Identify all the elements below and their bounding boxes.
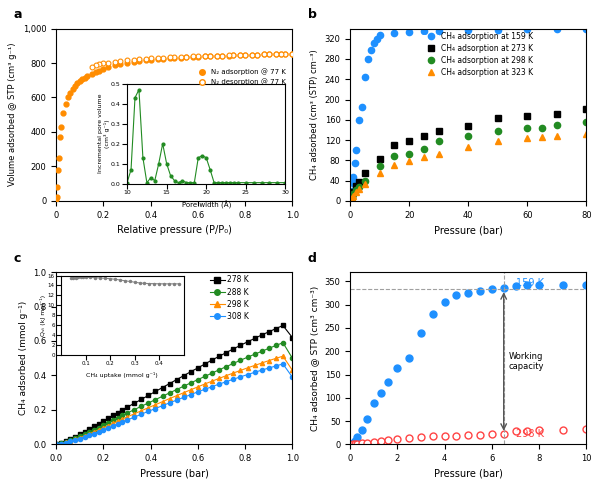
X-axis label: Pressure (bar): Pressure (bar) — [140, 468, 209, 479]
Text: Working
capacity: Working capacity — [508, 352, 544, 371]
Text: 159 K: 159 K — [515, 278, 544, 287]
Text: d: d — [308, 252, 317, 265]
Text: c: c — [14, 252, 21, 265]
Legend: N₂ adsorption @ 77 K, N₂ desorption @ 77 K: N₂ adsorption @ 77 K, N₂ desorption @ 77… — [193, 66, 289, 88]
Y-axis label: CH₄ adsorbed (cm³ (STP) cm⁻³): CH₄ adsorbed (cm³ (STP) cm⁻³) — [310, 49, 319, 180]
Legend: 278 K, 288 K, 298 K, 308 K: 278 K, 288 K, 298 K, 308 K — [206, 272, 252, 324]
Text: 298 K: 298 K — [515, 430, 544, 439]
Y-axis label: CH₄ adsorbed @ STP (cm³ cm⁻³): CH₄ adsorbed @ STP (cm³ cm⁻³) — [310, 285, 319, 431]
Text: b: b — [308, 8, 317, 21]
Legend: CH₄ adsorption at 159 K, CH₄ adsorption at 273 K, CH₄ adsorption at 298 K, CH₄ a: CH₄ adsorption at 159 K, CH₄ adsorption … — [420, 29, 536, 80]
X-axis label: Relative pressure (P/P₀): Relative pressure (P/P₀) — [117, 225, 232, 235]
X-axis label: Pressure (bar): Pressure (bar) — [434, 225, 503, 235]
X-axis label: Pressure (bar): Pressure (bar) — [434, 468, 503, 479]
Y-axis label: CH₄ adsorbed (mmol g⁻¹): CH₄ adsorbed (mmol g⁻¹) — [19, 301, 28, 415]
Y-axis label: Volume adsorbed @ STP (cm³ g⁻¹): Volume adsorbed @ STP (cm³ g⁻¹) — [8, 43, 17, 187]
Text: a: a — [14, 8, 22, 21]
